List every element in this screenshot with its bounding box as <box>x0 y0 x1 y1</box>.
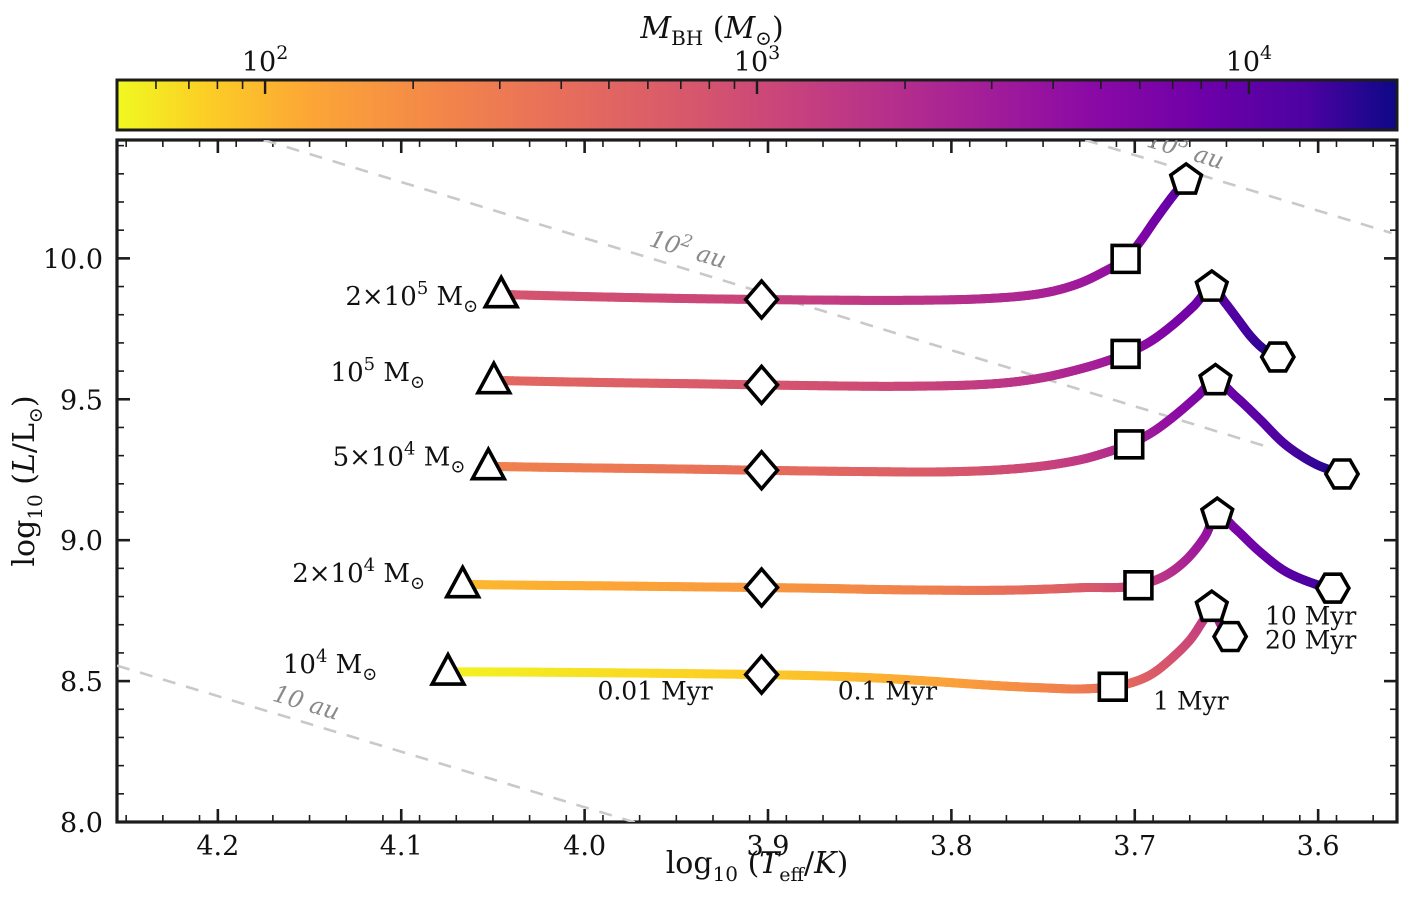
y-tick-label: 9.5 <box>60 385 103 416</box>
marker-square <box>1097 671 1128 702</box>
time-annotation: 1 Myr <box>1153 686 1229 715</box>
marker-diamond <box>743 278 780 321</box>
x-tick-label: 3.9 <box>747 831 790 862</box>
marker-pentagon <box>1199 495 1235 530</box>
constant-radius-line <box>263 140 1270 449</box>
axis-text: 4.2 4.1 4.0 3.9 3.8 3.7 3.6 8.0 8.5 9.0 9.5 10.0 log… <box>7 244 1340 886</box>
track-2e4 <box>458 509 1338 595</box>
marker-pentagon <box>1194 268 1230 302</box>
marker-triangle <box>469 445 508 481</box>
x-tick-label: 4.0 <box>563 831 606 862</box>
track-2e5 <box>496 175 1191 305</box>
marker-pentagon <box>1168 161 1204 195</box>
x-tick-label: 4.2 <box>196 831 239 862</box>
plot-frame <box>115 138 1399 824</box>
y-tick-label: 9.0 <box>60 526 103 557</box>
x-tick-label: 3.7 <box>1113 831 1156 862</box>
series-mass-label: 2×105 M⊙ <box>345 278 478 317</box>
time-annotation: 20 Myr <box>1265 626 1356 655</box>
plot-axes <box>115 138 1399 824</box>
x-tick-label: 3.6 <box>1297 831 1340 862</box>
marker-pentagon <box>1194 588 1230 623</box>
marker-diamond <box>743 653 780 696</box>
series-mass-label: 2×104 M⊙ <box>292 555 425 594</box>
colorbar-tick-label: 104 <box>1226 42 1272 78</box>
colorbar-tick-label: 102 <box>242 42 288 78</box>
marker-hexagon <box>1323 458 1361 490</box>
time-annotation: 0.1 Myr <box>838 676 937 705</box>
x-axis-title: log10 (Teff/K) <box>666 846 849 886</box>
y-axis-title: log10 (L/L⊙) <box>7 395 47 566</box>
constant-radius-line <box>117 664 638 822</box>
track-5e4 <box>483 376 1347 479</box>
marker-triangle <box>429 650 467 686</box>
series-mass-label: 104 M⊙ <box>283 646 378 685</box>
radius-line-label: 10 au <box>270 679 343 725</box>
radius-line-label: 103 au <box>1144 122 1228 175</box>
marker-diamond <box>743 363 780 407</box>
radius-line-label: 102 au <box>646 222 730 275</box>
marker-triangle <box>474 359 513 395</box>
series-mass-label: 5×104 M⊙ <box>333 439 466 478</box>
marker-hexagon <box>1211 620 1249 653</box>
colorbar-title: MBH (M⊙) <box>639 11 783 50</box>
marker-triangle <box>482 273 521 309</box>
marker-pentagon <box>1198 362 1233 396</box>
marker-square <box>1110 338 1141 370</box>
constant-radius-lines: 10 au 102 au 103 au <box>117 122 1392 822</box>
marker-hexagon <box>1314 572 1351 604</box>
marker-diamond <box>743 566 780 609</box>
series-mass-label: 105 M⊙ <box>331 354 426 393</box>
marker-triangle <box>443 563 482 599</box>
plot-text-labels: 2×105 M⊙ 105 M⊙ 5×104 M⊙ 2×104 M⊙ 104 M⊙ 0.01… <box>283 278 1357 715</box>
y-tick-label: 10.0 <box>43 244 103 275</box>
time-annotation: 10 Myr <box>1265 602 1356 631</box>
y-tick-label: 8.0 <box>60 808 103 839</box>
marker-square <box>1123 570 1154 601</box>
x-tick-label: 4.1 <box>380 831 423 862</box>
marker-diamond <box>743 449 780 492</box>
x-tick-label: 3.8 <box>930 831 973 862</box>
marker-square <box>1114 429 1145 460</box>
y-tick-label: 8.5 <box>60 667 103 698</box>
time-markers <box>429 161 1361 702</box>
time-annotation: 0.01 Myr <box>597 676 712 705</box>
constant-radius-line <box>1084 140 1392 235</box>
marker-square <box>1110 243 1141 275</box>
marker-hexagon <box>1259 341 1296 373</box>
